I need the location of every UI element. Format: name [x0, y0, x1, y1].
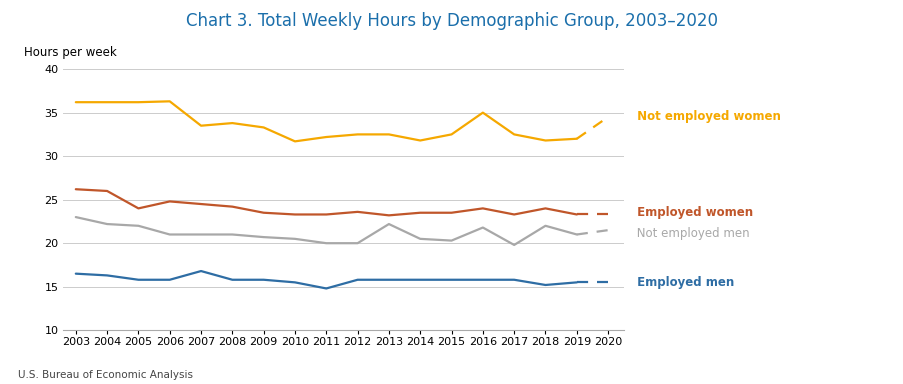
Text: Chart 3. Total Weekly Hours by Demographic Group, 2003–2020: Chart 3. Total Weekly Hours by Demograph… [186, 12, 717, 30]
Text: Hours per week: Hours per week [24, 46, 116, 59]
Text: U.S. Bureau of Economic Analysis: U.S. Bureau of Economic Analysis [18, 370, 193, 380]
Text: Employed women: Employed women [632, 206, 752, 219]
Text: Not employed men: Not employed men [632, 227, 749, 240]
Text: Employed men: Employed men [632, 276, 733, 289]
Text: Not employed women: Not employed women [632, 111, 780, 124]
